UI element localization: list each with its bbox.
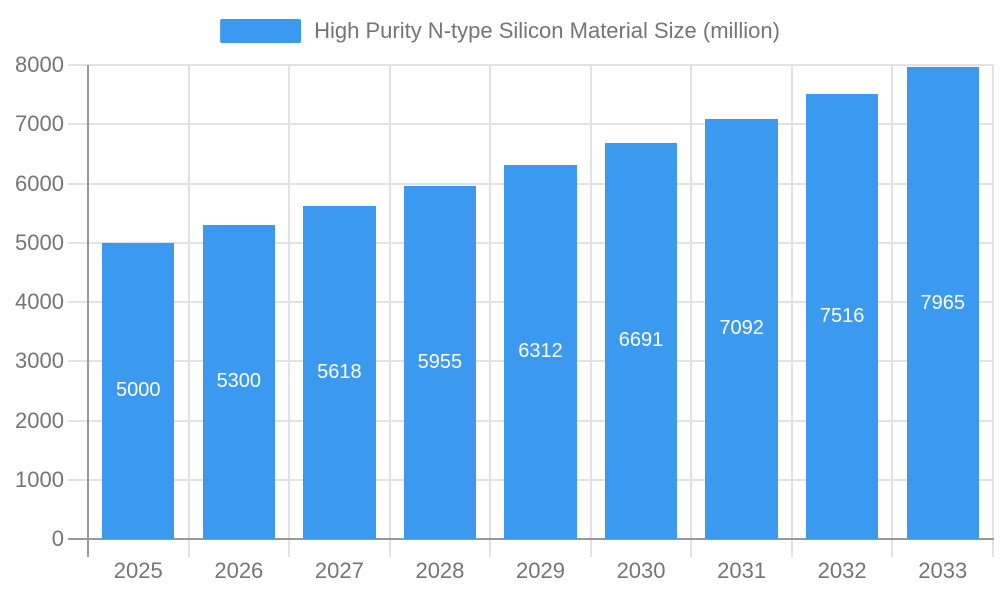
y-axis-tick xyxy=(68,360,88,363)
legend-label: High Purity N-type Silicon Material Size… xyxy=(314,18,780,43)
bar-value-label: 6312 xyxy=(518,340,563,363)
y-axis-label: 7000 xyxy=(15,111,64,137)
bar[interactable]: 7965 xyxy=(906,67,979,539)
x-gridline xyxy=(992,65,994,539)
y-axis-tick xyxy=(68,64,88,66)
bar[interactable]: 7516 xyxy=(805,93,879,539)
y-axis-label: 2000 xyxy=(15,407,64,433)
y-axis-tick xyxy=(68,419,88,422)
x-axis-tick xyxy=(187,539,190,557)
x-axis-tick xyxy=(489,539,492,557)
bar-value-label: 5300 xyxy=(216,370,262,393)
x-axis-tick xyxy=(388,539,391,557)
x-axis-label: 2033 xyxy=(918,558,968,583)
x-axis-label: 2026 xyxy=(214,558,264,583)
y-axis-label: 1000 xyxy=(15,466,64,492)
bar[interactable]: 7092 xyxy=(705,118,778,539)
bar[interactable]: 6691 xyxy=(604,142,678,539)
y-axis-label: 0 xyxy=(51,526,64,551)
bar-value-label: 7965 xyxy=(920,291,965,314)
y-axis-line xyxy=(87,65,89,557)
bar[interactable]: 5300 xyxy=(202,224,276,539)
y-axis-tick xyxy=(68,241,88,244)
x-axis-label: 2031 xyxy=(717,558,767,583)
y-axis-tick xyxy=(68,182,88,185)
x-axis-label: 2032 xyxy=(817,558,867,583)
y-axis-label: 8000 xyxy=(15,52,64,77)
y-axis-tick xyxy=(68,123,88,126)
legend-swatch-icon xyxy=(220,19,302,43)
y-axis-tick xyxy=(68,301,88,303)
x-axis-line xyxy=(68,538,994,540)
bar-value-label: 7516 xyxy=(819,304,865,327)
x-gridline xyxy=(288,65,291,539)
bar-value-label: 7092 xyxy=(719,317,764,340)
x-gridline xyxy=(187,65,190,539)
x-gridline xyxy=(790,65,793,539)
x-axis-label: 2028 xyxy=(415,558,465,583)
y-gridline xyxy=(88,64,993,66)
x-gridline xyxy=(891,65,894,539)
x-gridline xyxy=(388,65,391,539)
y-gridline xyxy=(88,123,993,126)
bar[interactable]: 5955 xyxy=(403,186,477,539)
x-axis-tick xyxy=(790,539,793,557)
bar-value-label: 6691 xyxy=(618,329,664,352)
x-gridline xyxy=(589,65,592,539)
y-axis-label: 3000 xyxy=(15,348,64,374)
x-gridline xyxy=(690,65,693,539)
x-gridline xyxy=(489,65,492,539)
y-axis-tick xyxy=(68,478,88,481)
x-axis-tick xyxy=(992,539,994,557)
x-axis-tick xyxy=(690,539,693,557)
x-axis-tick xyxy=(891,539,894,557)
bar-value-label: 5618 xyxy=(317,361,362,384)
bar-value-label: 5955 xyxy=(417,351,463,374)
x-axis-label: 2030 xyxy=(616,558,666,583)
y-axis-label: 6000 xyxy=(15,170,64,196)
x-axis-tick xyxy=(288,539,291,557)
x-axis-tick xyxy=(589,539,592,557)
bar-value-label: 5000 xyxy=(116,379,161,402)
y-axis-label: 5000 xyxy=(15,229,64,255)
x-axis-label: 2027 xyxy=(314,558,364,583)
x-axis-label: 2025 xyxy=(113,558,163,583)
bar[interactable]: 6312 xyxy=(504,165,577,539)
bar[interactable]: 5618 xyxy=(303,206,376,539)
y-axis-label: 4000 xyxy=(15,289,64,314)
legend-item[interactable]: High Purity N-type Silicon Material Size… xyxy=(220,18,780,44)
bar[interactable]: 5000 xyxy=(102,242,175,539)
x-axis-label: 2029 xyxy=(516,558,565,583)
